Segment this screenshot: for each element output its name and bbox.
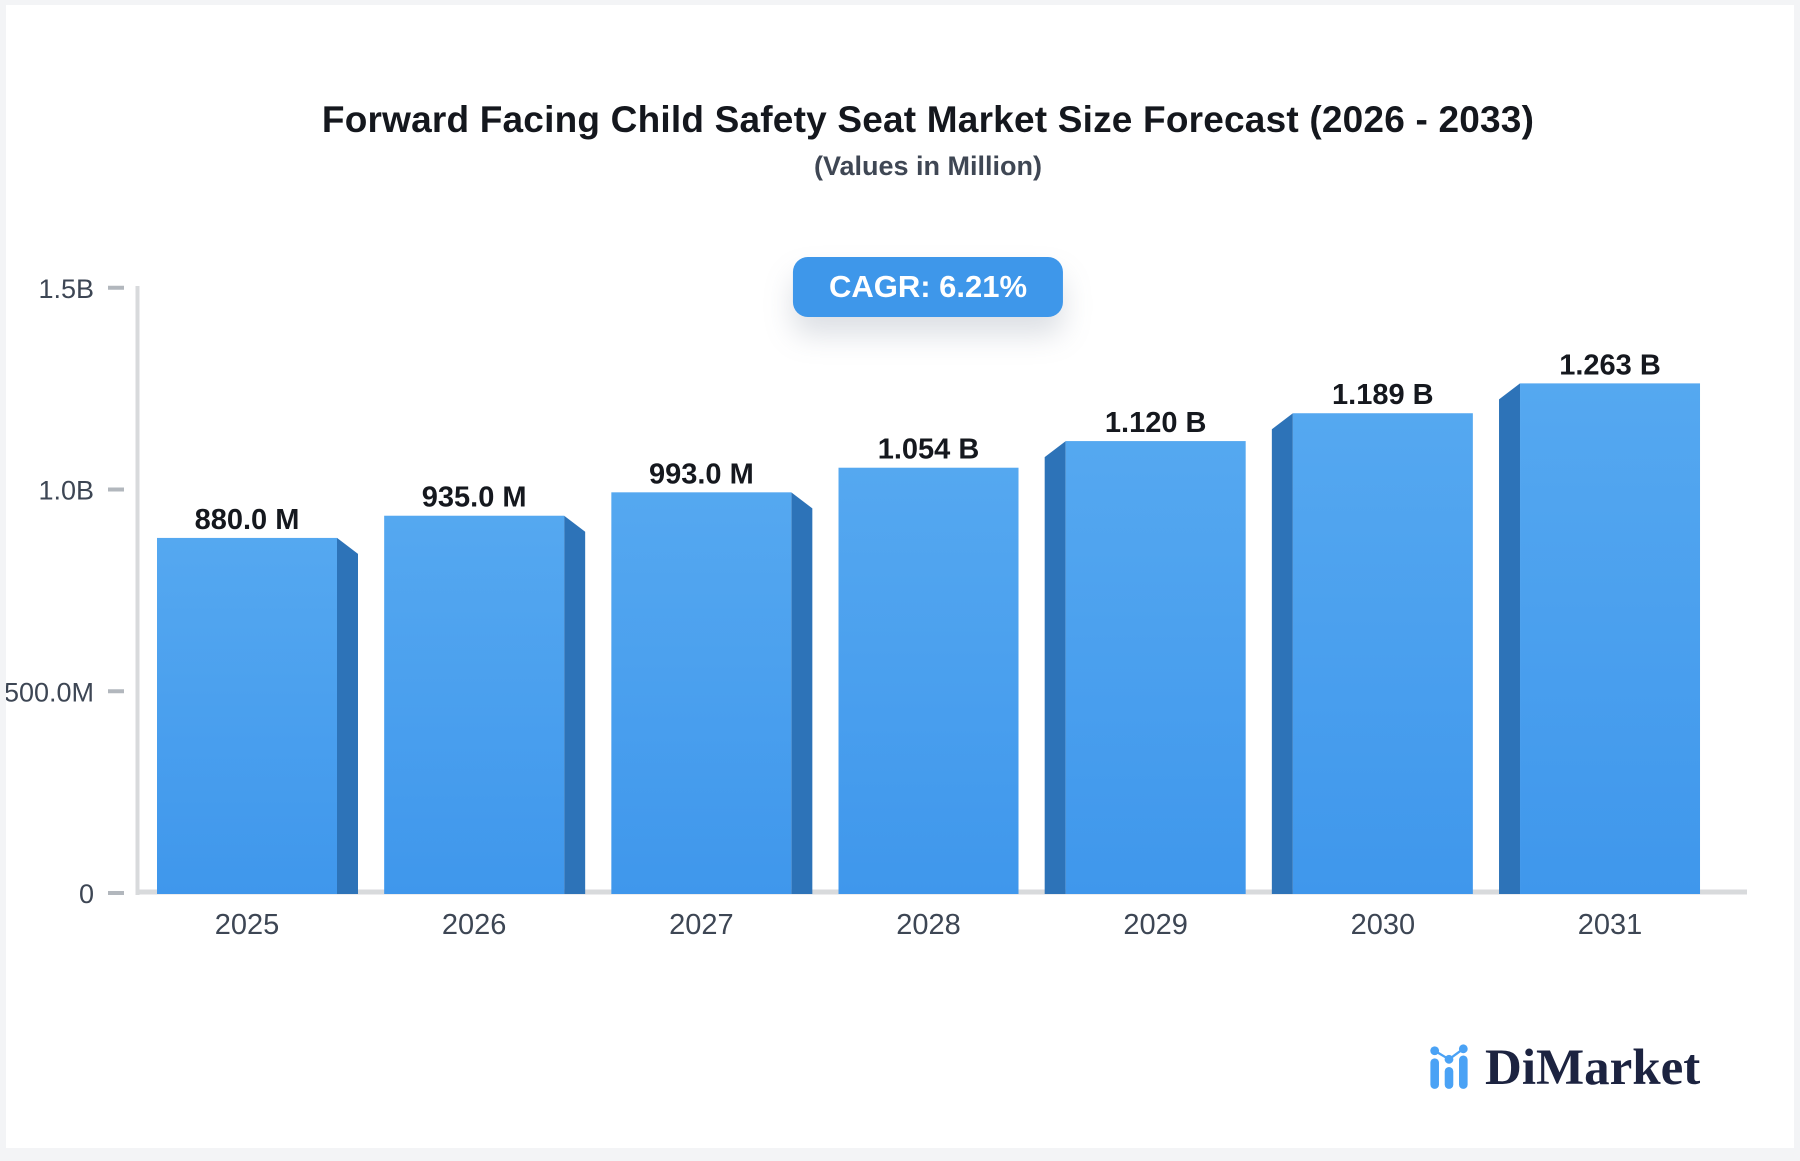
bar-value-label: 1.054 B: [878, 434, 980, 466]
y-axis-tick-label: 0: [79, 879, 94, 909]
x-axis-label: 2027: [669, 909, 734, 941]
x-axis-label: 2030: [1351, 909, 1416, 941]
bar-side-face: [1271, 413, 1293, 894]
chart-subtitle: (Values in Million): [813, 151, 1043, 181]
x-axis-label: 2025: [215, 909, 280, 941]
bar-value-label: 1.120 B: [1105, 407, 1207, 439]
x-axis-label: 2031: [1578, 909, 1643, 941]
chart-title: Forward Facing Child Safety Seat Market …: [321, 99, 1535, 140]
bar-side-face: [1499, 383, 1521, 894]
y-axis-tick-label: 1.5B: [38, 274, 94, 304]
bar: [157, 537, 337, 894]
bar-value-label: 1.189 B: [1332, 379, 1434, 411]
y-axis-tick: [108, 891, 124, 895]
bar-value-label: 935.0 M: [422, 482, 527, 514]
bar: [1520, 383, 1701, 894]
y-axis-tick-label: 1.0B: [38, 476, 94, 506]
bar-side-face: [1044, 441, 1066, 894]
brand-logo: DiMarket: [1428, 1043, 1700, 1094]
bar: [838, 467, 1019, 894]
bar-value-label: 993.0 M: [649, 458, 754, 490]
x-axis-label: 2028: [896, 909, 961, 941]
bar: [611, 492, 792, 894]
bar-chart: 0 500.0M 1.0B 1.5B 880.0 M 2025 935.0 M 2026 993…: [6, 274, 1747, 941]
y-axis-line: [135, 286, 140, 895]
y-axis-tick-label: 500.0M: [6, 677, 94, 707]
y-axis-tick: [108, 689, 124, 694]
y-axis-tick: [108, 487, 124, 492]
y-axis-tick: [108, 285, 124, 290]
bar-side-face: [564, 515, 586, 894]
chart-card: Forward Facing Child Safety Seat Market …: [6, 5, 1794, 1148]
cagr-badge: CAGR: 6.21%: [792, 257, 1064, 317]
bar-chart-logo-icon: [1430, 1044, 1468, 1089]
bar-side-face: [337, 537, 358, 894]
bar: [384, 515, 565, 894]
bar-side-face: [791, 492, 813, 894]
bar: [1065, 441, 1246, 894]
bar: [1292, 413, 1473, 894]
x-axis-label: 2026: [442, 909, 507, 941]
bar-value-label: 880.0 M: [195, 504, 300, 536]
brand-logo-text: DiMarket: [1485, 1040, 1701, 1096]
bar-value-label: 1.263 B: [1559, 349, 1661, 381]
x-axis-label: 2029: [1123, 909, 1188, 941]
